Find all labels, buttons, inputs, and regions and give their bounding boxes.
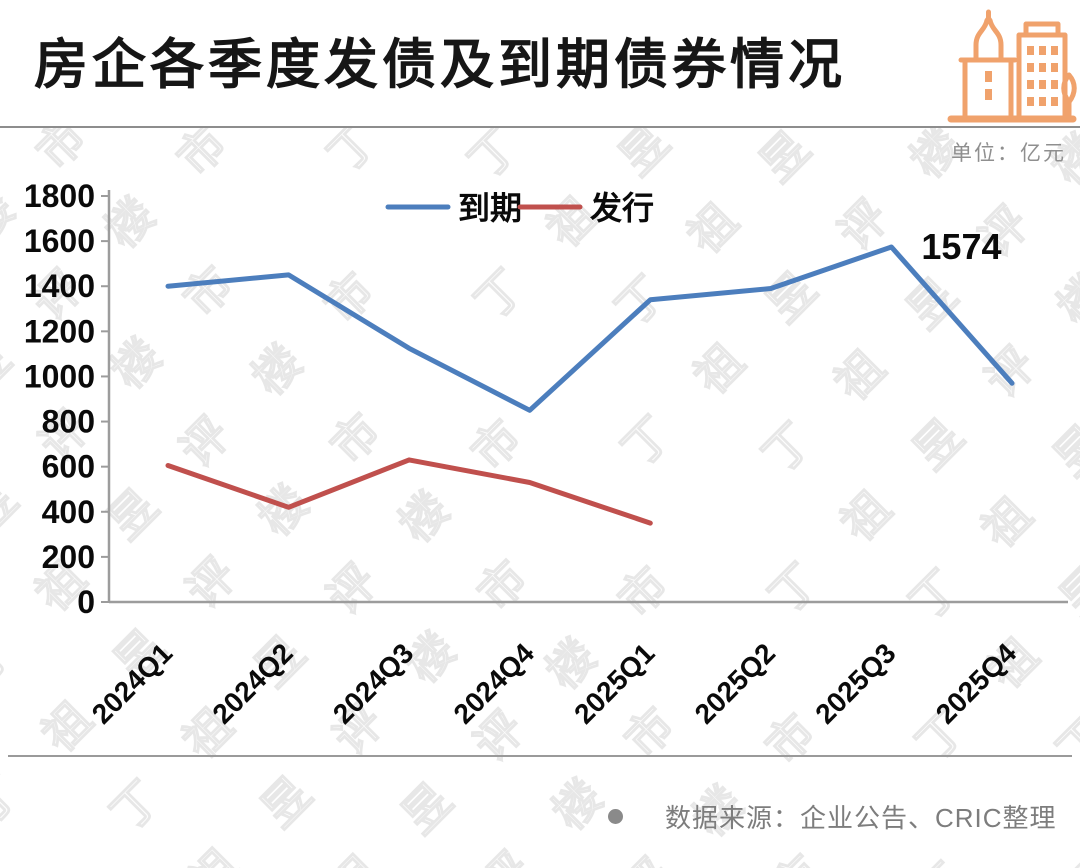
y-axis-tick-label: 1200 [24, 313, 95, 349]
x-axis-tick-label: 2024Q4 [448, 637, 541, 730]
y-axis-tick-label: 800 [42, 404, 95, 440]
y-axis-tick-label: 1000 [24, 358, 95, 394]
y-axis-tick-label: 600 [42, 449, 95, 485]
y-axis-tick-label: 0 [77, 584, 95, 620]
legend-label-maturity: 到期 [458, 190, 522, 226]
x-axis-tick-label: 2024Q1 [86, 637, 178, 729]
x-axis-tick-label: 2025Q2 [689, 637, 781, 729]
series-line-issuance [165, 457, 653, 526]
y-axis-tick-label: 1400 [24, 268, 95, 304]
source-text: 数据来源：企业公告、CRIC整理 [665, 803, 1057, 833]
data-point-label: 1574 [921, 226, 1001, 267]
y-axis-tick-label: 1600 [24, 223, 95, 259]
x-axis-tick-label: 2025Q3 [809, 637, 901, 729]
series-line-maturity [165, 244, 1015, 413]
legend-label-issuance: 发行 [590, 190, 654, 226]
x-axis-tick-label: 2025Q4 [930, 637, 1023, 730]
unit-label: 单位：亿元 [951, 142, 1066, 165]
buildings-icon [943, 5, 1080, 125]
source-footer: 数据来源：企业公告、CRIC整理 [608, 798, 1057, 835]
y-axis-tick-label: 1800 [24, 178, 95, 214]
x-axis-tick-label: 2024Q2 [206, 637, 298, 729]
footer-divider [8, 755, 1072, 757]
x-axis-tick-label: 2024Q3 [327, 637, 419, 729]
header-divider [0, 126, 1080, 128]
y-axis-tick-label: 400 [42, 494, 95, 530]
source-bullet-icon [608, 809, 623, 824]
y-axis-tick-label: 200 [42, 539, 95, 575]
page-title: 房企各季度发债及到期债券情况 [34, 35, 846, 95]
x-axis-tick-label: 2025Q1 [568, 637, 660, 729]
